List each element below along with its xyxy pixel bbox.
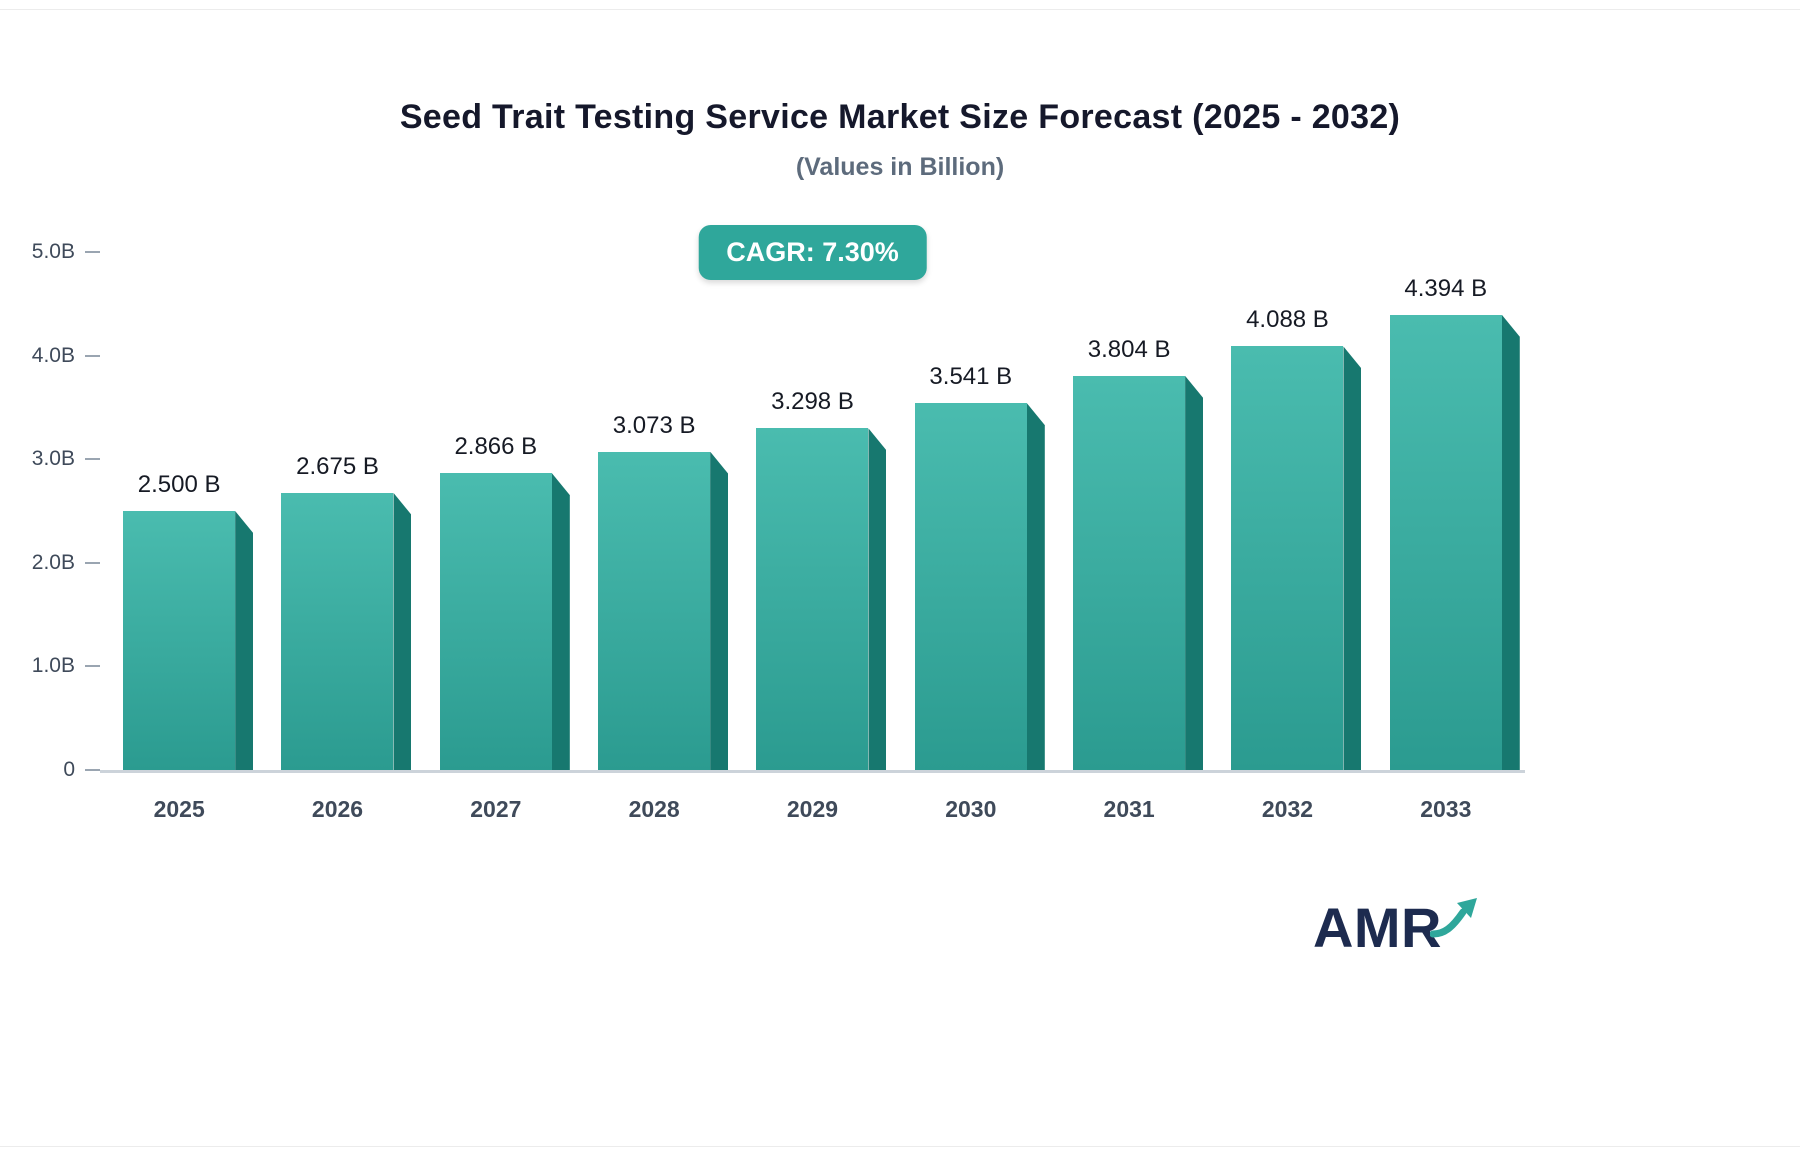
bar-value-label: 2.866 B (454, 433, 538, 461)
y-tick: 1.0B (32, 654, 100, 678)
plot-area: CAGR: 7.30% 2.500 B 2025 2.675 B 2026 2.866 … (100, 225, 1525, 822)
bar-column: 2.866 B 2027 (417, 252, 575, 822)
columns: 2.500 B 2025 2.675 B 2026 2.866 B 2027 3.073 B… (100, 252, 1525, 822)
y-axis: 5.0B 4.0B 3.0B 2.0B 1.0B 0 (30, 240, 100, 781)
y-tick-label: 1.0B (31, 654, 75, 678)
amr-logo: AMR (1313, 895, 1480, 960)
y-tick-label: 0 (63, 758, 75, 781)
bar-side-face (551, 473, 570, 770)
bar-side-face (393, 492, 412, 770)
y-tick-label: 4.0B (31, 343, 75, 367)
bar-column: 3.541 B 2030 (892, 252, 1050, 822)
y-tick-label: 2.0B (31, 550, 75, 574)
y-tick-mark (85, 769, 100, 771)
bar: 3.298 B (756, 388, 887, 770)
y-tick: 4.0B (32, 344, 100, 368)
x-axis-label: 2033 (1420, 796, 1472, 822)
x-axis-label: 2030 (945, 796, 997, 822)
page-border-bottom (0, 1146, 1800, 1147)
bar-column: 4.394 B 2033 (1367, 252, 1525, 822)
bar-value-label: 3.073 B (612, 411, 696, 439)
bar-value-label: 4.394 B (1404, 274, 1488, 302)
bar: 3.073 B (598, 412, 729, 770)
chart-subtitle: (Values in Billion) (795, 153, 1005, 181)
bar-side-face (1501, 314, 1520, 770)
bar-column: 3.298 B 2029 (733, 252, 891, 822)
bar-value-label: 2.675 B (296, 452, 379, 480)
bar-side-face (1343, 346, 1362, 770)
amr-logo-text: AMR (1312, 896, 1442, 959)
x-axis-label: 2027 (470, 796, 522, 822)
bar: 4.394 B (1389, 275, 1520, 770)
bar: 2.500 B (123, 471, 254, 770)
bar-column: 4.088 B 2032 (1208, 252, 1366, 822)
x-axis-label: 2032 (1261, 796, 1314, 822)
bar-column: 2.675 B 2026 (258, 252, 416, 822)
x-axis-label: 2031 (1103, 796, 1155, 822)
y-tick-label: 3.0B (31, 447, 75, 471)
y-tick-mark (85, 354, 100, 357)
y-tick-mark (85, 665, 100, 668)
bar-value-label: 3.541 B (929, 363, 1013, 391)
bar-value-label: 3.804 B (1087, 335, 1171, 363)
x-axis-label: 2026 (311, 796, 364, 822)
y-tick: 2.0B (32, 551, 100, 575)
bar: 3.541 B (914, 363, 1045, 770)
bar-value-label: 2.500 B (137, 471, 221, 498)
bar-column: 3.073 B 2028 (575, 252, 733, 822)
growth-arrow-icon (1429, 896, 1480, 945)
bar: 4.088 B (1231, 306, 1362, 770)
x-axis-label: 2028 (628, 796, 680, 822)
bar: 2.866 B (439, 433, 570, 770)
bar-value-label: 3.298 B (771, 388, 854, 416)
y-tick-mark (85, 251, 100, 253)
bar-column: 3.804 B 2031 (1050, 252, 1208, 822)
bar-value-label: 4.088 B (1246, 306, 1329, 334)
bar: 3.804 B (1073, 336, 1204, 770)
chart-title: Seed Trait Testing Service Market Size F… (399, 98, 1401, 136)
y-tick: 0 (63, 758, 100, 782)
y-tick: 5.0B (32, 240, 100, 264)
bar-side-face (1026, 403, 1045, 770)
x-axis-label: 2025 (153, 796, 205, 822)
bar-chart: 5.0B 4.0B 3.0B 2.0B 1.0B 0 CAGR: 7.30% 2.500 … (30, 225, 1530, 872)
bar-side-face (235, 511, 254, 770)
x-axis-label: 2029 (786, 796, 839, 822)
bar-side-face (868, 428, 887, 770)
y-tick: 3.0B (32, 447, 100, 471)
bar: 2.675 B (281, 453, 412, 770)
bar-side-face (1185, 375, 1204, 770)
y-tick-mark (85, 561, 100, 564)
bar-side-face (710, 451, 729, 770)
page-border-top (0, 9, 1800, 10)
y-tick-mark (85, 458, 100, 461)
bar-column: 2.500 B 2025 (100, 252, 258, 822)
y-tick-label: 5.0B (31, 240, 75, 263)
cagr-badge: CAGR: 7.30% (698, 225, 927, 280)
